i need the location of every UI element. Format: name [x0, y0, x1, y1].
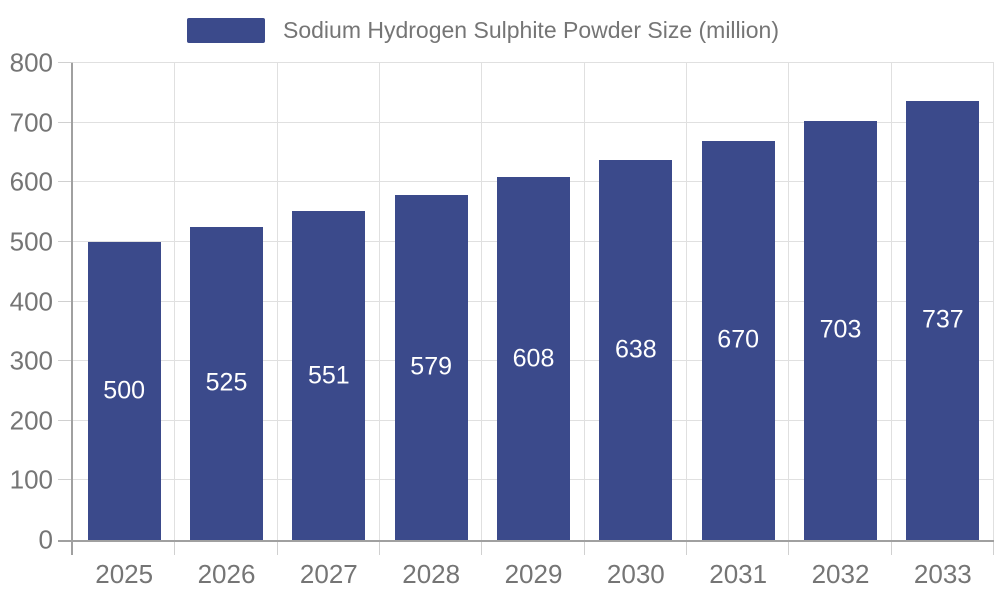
- y-axis-line: [71, 63, 73, 555]
- legend: Sodium Hydrogen Sulphite Powder Size (mi…: [187, 16, 779, 44]
- bar: [497, 177, 570, 540]
- y-axis-label: 400: [9, 286, 53, 316]
- y-axis-tick: [58, 240, 73, 242]
- y-axis-tick: [58, 479, 73, 481]
- gridline-horizontal: [73, 121, 994, 123]
- gridline-vertical: [584, 63, 585, 540]
- x-axis-tick: [481, 540, 482, 555]
- x-axis-tick: [584, 540, 585, 555]
- x-axis-tick: [891, 540, 892, 555]
- x-axis-tick: [277, 540, 278, 555]
- bar-value-label: 703: [819, 315, 862, 344]
- x-axis-label: 2026: [197, 559, 256, 589]
- x-axis-label: 2025: [95, 559, 154, 589]
- bar: [292, 211, 366, 540]
- x-axis-label: 2032: [811, 559, 870, 589]
- x-axis-tick: [788, 540, 789, 555]
- gridline-vertical: [379, 63, 380, 540]
- y-axis-label: 100: [9, 464, 53, 495]
- x-axis-label: 2030: [606, 559, 665, 589]
- bar-value-label: 608: [512, 344, 555, 373]
- bar: [394, 194, 468, 540]
- gridline-vertical: [174, 63, 175, 540]
- y-axis-label: 0: [38, 524, 53, 555]
- bar-value-label: 525: [205, 368, 248, 397]
- legend-item[interactable]: Sodium Hydrogen Sulphite Powder Size (mi…: [187, 16, 779, 44]
- gridline-horizontal: [73, 62, 994, 63]
- bar: [804, 120, 877, 540]
- y-axis-tick: [58, 300, 73, 302]
- gridline-vertical: [788, 63, 789, 540]
- y-axis-label: 800: [9, 47, 53, 78]
- y-axis-label: 500: [9, 226, 53, 257]
- gridline-vertical: [993, 63, 994, 540]
- bar: [701, 140, 775, 540]
- gridline-vertical: [891, 63, 892, 540]
- x-axis-tick: [686, 540, 687, 555]
- bar-value-label: 579: [410, 352, 453, 381]
- plot-area: 0 100 200 300 400 500 600 700 800 500 2025 525 2026 5…: [10, 48, 994, 589]
- bar-value-label: 638: [614, 335, 657, 364]
- bar: [906, 100, 980, 540]
- x-axis-tick: [379, 540, 380, 555]
- x-axis-label: 2033: [913, 559, 972, 589]
- bar-value-label: 670: [717, 325, 760, 354]
- bar-value-label: 551: [307, 361, 350, 390]
- y-axis-label: 600: [9, 166, 53, 197]
- x-axis-label: 2031: [709, 559, 768, 589]
- y-axis-tick: [58, 62, 73, 63]
- y-axis-label: 200: [9, 405, 53, 436]
- gridline-vertical: [686, 63, 687, 540]
- y-axis-tick: [58, 181, 73, 183]
- y-axis-label: 300: [9, 345, 53, 376]
- y-axis-tick: [58, 360, 73, 362]
- bar-value-label: 737: [921, 305, 964, 334]
- legend-label: Sodium Hydrogen Sulphite Powder Size (mi…: [283, 17, 780, 43]
- gridline-vertical: [481, 63, 482, 540]
- x-axis-tick: [993, 540, 994, 555]
- x-axis-line: [58, 540, 994, 542]
- gridline-vertical: [277, 63, 278, 540]
- y-axis-tick: [58, 419, 73, 421]
- x-axis-label: 2028: [402, 559, 461, 589]
- bar: [599, 159, 673, 540]
- x-axis-label: 2029: [504, 559, 563, 589]
- x-axis-tick: [174, 540, 175, 555]
- x-axis-label: 2027: [299, 559, 358, 589]
- y-axis-tick: [58, 121, 73, 123]
- bar: [190, 226, 263, 540]
- y-axis-label: 700: [9, 107, 53, 138]
- legend-swatch-icon: [187, 17, 265, 43]
- bar-value-label: 500: [103, 376, 146, 405]
- bar: [87, 241, 161, 540]
